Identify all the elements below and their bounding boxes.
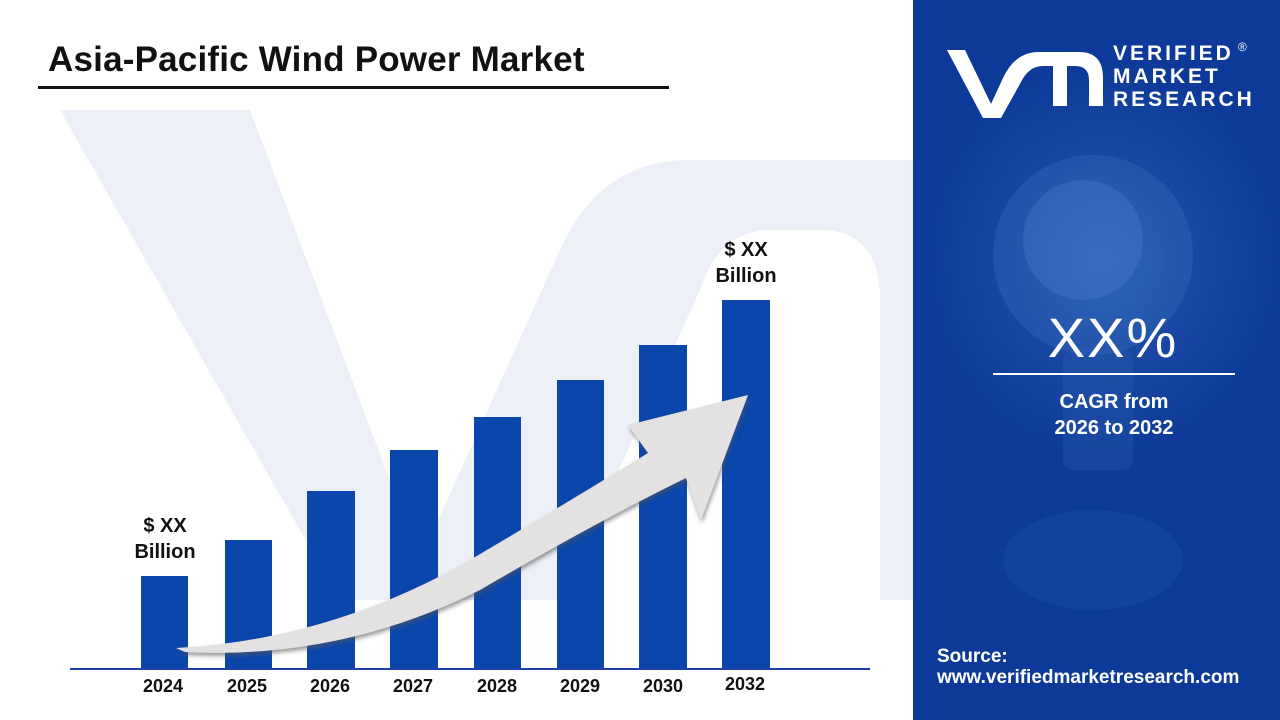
value-label-2024: $ XX Billion	[105, 513, 225, 565]
cagr-label-line2: 2026 to 2032	[1054, 417, 1174, 439]
value-label-2032: $ XX Billion	[686, 237, 806, 289]
title-underline	[38, 86, 669, 89]
brand-name-line1: VERIFIED	[1113, 42, 1234, 65]
bar-2024	[141, 576, 188, 668]
value-label-unit: Billion	[134, 541, 196, 563]
cagr-label: CAGR from 2026 to 2032	[993, 389, 1235, 441]
x-label-2028: 2028	[476, 676, 518, 696]
x-label-2032: 2032	[724, 674, 766, 694]
bar-2029	[557, 380, 604, 668]
bar-2025	[225, 540, 272, 668]
cagr-divider	[993, 373, 1235, 375]
x-label-2025: 2025	[226, 676, 268, 696]
vmr-logo-icon	[947, 50, 1103, 118]
bar-2032	[722, 300, 770, 668]
page-title: Asia-Pacific Wind Power Market	[48, 40, 585, 79]
x-label-2030: 2030	[642, 676, 684, 696]
brand-name-line2: MARKET	[1113, 65, 1221, 88]
bar-2026	[307, 491, 355, 668]
brand-name-line3: RESEARCH	[1113, 88, 1255, 111]
x-axis-line	[70, 668, 870, 670]
bar-2027	[390, 450, 438, 668]
summary-panel: VERIFIED MARKET RESEARCH ® XX% CAGR from…	[913, 0, 1280, 720]
bar-chart: 2024 2025 2026 2027 2028 2029 2030 2032 …	[70, 237, 870, 696]
brand-name: VERIFIED MARKET RESEARCH	[1113, 42, 1255, 111]
x-label-2024: 2024	[142, 676, 184, 696]
source-url: www.verifiedmarketresearch.com	[937, 667, 1240, 688]
lightbulb-background-icon	[993, 155, 1193, 610]
registered-mark: ®	[1238, 40, 1247, 54]
source-label: Source:	[937, 646, 1008, 667]
value-label-amount: $ XX	[724, 239, 768, 261]
cagr-value: XX%	[1047, 306, 1179, 369]
bar-2028	[474, 417, 521, 668]
x-label-2027: 2027	[392, 676, 434, 696]
value-label-unit: Billion	[715, 265, 777, 287]
x-label-2029: 2029	[559, 676, 601, 696]
cagr-label-line1: CAGR from	[1059, 391, 1169, 413]
bar-2030	[639, 345, 687, 668]
value-label-amount: $ XX	[143, 515, 187, 537]
chart-panel: Asia-Pacific Wind Power Market 2024 2025…	[38, 40, 913, 696]
x-label-2026: 2026	[309, 676, 351, 696]
